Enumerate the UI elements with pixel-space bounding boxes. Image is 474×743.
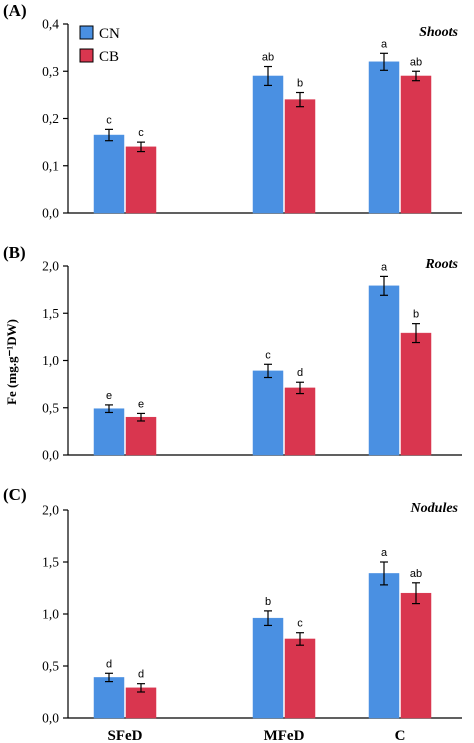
significance-label: d [138, 669, 144, 681]
bar-cb [125, 146, 157, 214]
x-category-label: SFeD [108, 728, 143, 743]
y-tick-label: 0,0 [42, 448, 59, 463]
significance-label: c [106, 114, 112, 126]
bar-cn [252, 75, 284, 214]
y-tick-label: 0,1 [42, 158, 59, 173]
significance-label: c [265, 349, 271, 361]
significance-label: ab [410, 568, 422, 580]
bar-cb [125, 687, 157, 719]
significance-label: a [381, 261, 388, 273]
x-category-label: MFeD [264, 728, 305, 743]
legend-swatch-cn [79, 25, 94, 40]
y-tick-label: 0,0 [42, 711, 59, 726]
significance-label: ab [410, 56, 422, 68]
bar-cn [252, 370, 284, 456]
y-tick-label: 1,5 [42, 306, 59, 321]
bar-cb [400, 75, 432, 214]
y-tick-label: 1,0 [42, 607, 59, 622]
y-tick-label: 1,5 [42, 555, 59, 570]
y-tick-label: 0,5 [42, 400, 59, 415]
y-axis-label: Fe (mg.g⁻¹DW) [4, 319, 19, 405]
bar-cb [125, 416, 157, 456]
significance-label: c [138, 127, 144, 139]
bar-cb [400, 592, 432, 719]
significance-label: a [381, 547, 388, 559]
significance-label: c [297, 618, 303, 630]
significance-label: e [106, 390, 112, 402]
significance-label: b [297, 78, 303, 90]
significance-label: a [381, 38, 388, 50]
y-tick-label: 0,5 [42, 659, 59, 674]
significance-label: b [265, 596, 271, 608]
organ-title: Roots [424, 257, 458, 272]
y-tick-label: 0,3 [42, 64, 59, 79]
significance-label: ab [262, 52, 274, 64]
legend-swatch-cb [79, 48, 94, 63]
bar-cn [252, 617, 284, 719]
panel-label: (C) [3, 485, 27, 504]
panel-label: (B) [3, 243, 26, 262]
bar-cb [284, 99, 316, 214]
bar-cb [400, 332, 432, 456]
legend-label: CN [99, 26, 120, 42]
bar-cn [368, 61, 400, 214]
significance-label: d [106, 658, 112, 670]
organ-title: Nodules [410, 501, 459, 516]
y-tick-label: 2,0 [42, 503, 59, 518]
organ-title: Shoots [419, 25, 458, 40]
bar-cn [93, 408, 125, 456]
y-tick-label: 0,0 [42, 206, 59, 221]
bar-cn [93, 677, 125, 719]
bar-cn [368, 285, 400, 456]
y-tick-label: 0,4 [42, 17, 59, 32]
significance-label: b [413, 309, 419, 321]
bar-cb [284, 638, 316, 719]
y-tick-label: 1,0 [42, 353, 59, 368]
y-tick-label: 0,2 [42, 111, 59, 126]
bar-cn [368, 573, 400, 719]
y-tick-label: 2,0 [42, 259, 59, 274]
significance-label: e [138, 398, 144, 410]
panel-label: (A) [3, 1, 27, 20]
significance-label: d [297, 367, 303, 379]
x-category-label: C [395, 728, 406, 743]
bar-cb [284, 387, 316, 456]
legend-label: CB [99, 49, 119, 65]
bar-cn [93, 134, 125, 214]
